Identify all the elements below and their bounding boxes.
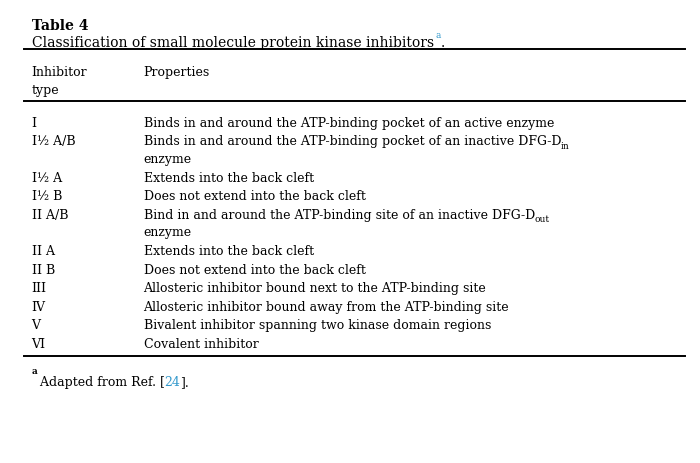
Text: enzyme: enzyme [144, 153, 192, 166]
Text: VI: VI [32, 337, 46, 350]
Text: I½ B: I½ B [32, 190, 62, 203]
Text: a: a [435, 31, 440, 39]
Text: V: V [32, 319, 41, 332]
Text: Adapted from Ref. [: Adapted from Ref. [ [32, 375, 164, 388]
Text: Extends into the back cleft: Extends into the back cleft [144, 171, 314, 184]
Text: Properties: Properties [144, 66, 210, 79]
Text: Does not extend into the back cleft: Does not extend into the back cleft [144, 263, 365, 276]
Text: Binds in and around the ATP-binding pocket of an active enzyme: Binds in and around the ATP-binding pock… [144, 117, 554, 130]
Text: type: type [32, 83, 59, 96]
Text: I½ A/B: I½ A/B [32, 135, 75, 148]
Text: IV: IV [32, 300, 46, 313]
Text: Bivalent inhibitor spanning two kinase domain regions: Bivalent inhibitor spanning two kinase d… [144, 319, 491, 332]
Text: II B: II B [32, 263, 55, 276]
Text: Table 4: Table 4 [32, 19, 88, 33]
Text: .: . [440, 36, 445, 50]
Text: Classification of small molecule protein kinase inhibitors: Classification of small molecule protein… [32, 36, 433, 50]
Text: I: I [32, 117, 36, 130]
Text: 24: 24 [164, 375, 181, 388]
Text: Binds in and around the ATP-binding pocket of an inactive DFG-D: Binds in and around the ATP-binding pock… [144, 135, 561, 148]
Text: II A/B: II A/B [32, 208, 68, 221]
Text: I½ A: I½ A [32, 171, 62, 184]
Text: ].: ]. [181, 375, 189, 388]
Text: in: in [561, 141, 570, 150]
Text: a: a [32, 367, 37, 375]
Text: Extends into the back cleft: Extends into the back cleft [144, 244, 314, 257]
Text: Does not extend into the back cleft: Does not extend into the back cleft [144, 190, 365, 203]
Text: Covalent inhibitor: Covalent inhibitor [144, 337, 258, 350]
Text: Inhibitor: Inhibitor [32, 66, 87, 79]
Text: II A: II A [32, 244, 55, 257]
Text: out: out [535, 214, 550, 223]
Text: III: III [32, 282, 46, 294]
Text: Allosteric inhibitor bound away from the ATP-binding site: Allosteric inhibitor bound away from the… [144, 300, 509, 313]
Text: enzyme: enzyme [144, 226, 192, 239]
Text: Bind in and around the ATP-binding site of an inactive DFG-D: Bind in and around the ATP-binding site … [144, 208, 535, 221]
Text: Allosteric inhibitor bound next to the ATP-binding site: Allosteric inhibitor bound next to the A… [144, 282, 486, 294]
